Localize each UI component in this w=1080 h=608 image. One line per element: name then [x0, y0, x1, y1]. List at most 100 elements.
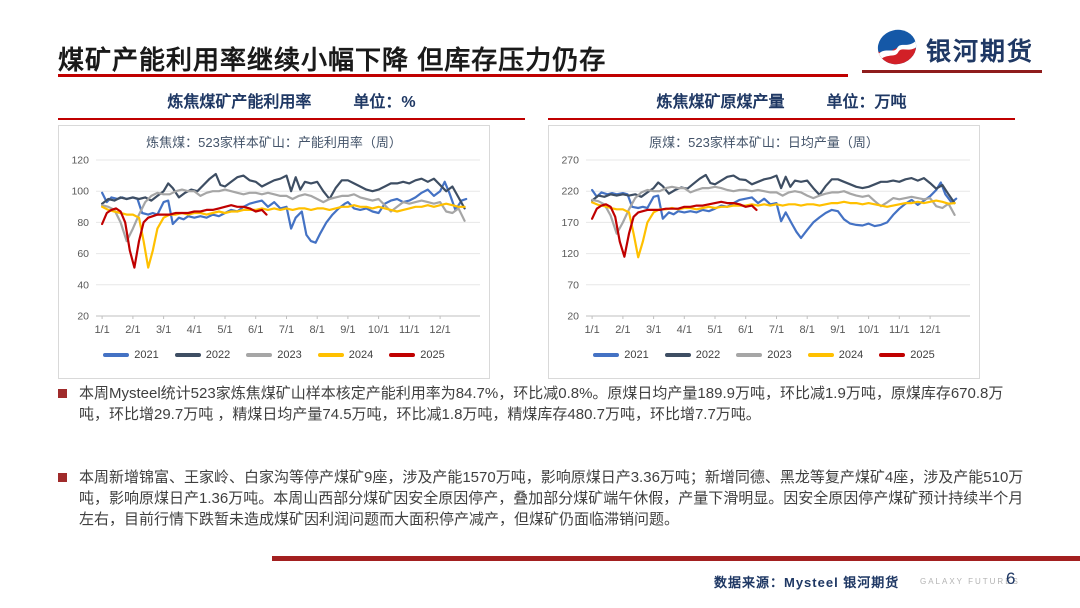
chart-card-utilization: 炼焦煤：523家样本矿山：产能利用率（周） 20 40 60 80 100 120 1/1 2… — [58, 125, 490, 379]
svg-text:2/1: 2/1 — [615, 324, 630, 336]
line-chart-output: 20 70 120 170 220 270 1/1 2/1 3/1 4/1 5/1 6/1 7/1 8/1… — [561, 155, 970, 336]
legend-label: 2025 — [420, 349, 445, 361]
legend-item-2024: 2024 — [807, 349, 864, 361]
data-source: 数据来源：Mysteel 银河期货 — [714, 575, 900, 590]
section-underline — [548, 118, 1015, 120]
chart-title-utilization: 炼焦煤：523家样本矿山：产能利用率（周） — [146, 135, 402, 150]
legend-swatch-icon — [103, 353, 130, 357]
series-line-2022 — [100, 172, 466, 210]
legend-swatch-icon — [664, 353, 691, 357]
series-line-2023 — [590, 185, 956, 235]
title-underline — [58, 74, 848, 77]
bullet-item: 本周Mysteel统计523家炼焦煤矿山样本核定产能利用率为84.7%，环比减0… — [58, 383, 1024, 425]
legend-label: 2025 — [910, 349, 935, 361]
page-number: 6 — [1006, 569, 1016, 588]
series-line-2023 — [100, 188, 466, 243]
svg-text:5/1: 5/1 — [707, 324, 722, 336]
legend-label: 2022 — [205, 349, 231, 361]
legend-label: 2024 — [348, 349, 374, 361]
bullet-text-mine-changes: 本周新增锦富、王家岭、白家沟等停产煤矿9座，涉及产能1570万吨，影响原煤日产3… — [79, 469, 1024, 528]
series-line-2021 — [590, 181, 958, 240]
legend-item-2021: 2021 — [103, 349, 159, 361]
svg-text:40: 40 — [77, 279, 89, 291]
legend-swatch-icon — [317, 353, 344, 357]
legend-item-2023: 2023 — [736, 349, 792, 361]
svg-text:12/1: 12/1 — [919, 324, 940, 336]
svg-text:11/1: 11/1 — [399, 324, 420, 336]
svg-text:9/1: 9/1 — [830, 324, 845, 336]
svg-text:120: 120 — [561, 248, 579, 260]
legend-item-2022: 2022 — [664, 349, 721, 361]
legend-item-2025: 2025 — [879, 349, 935, 361]
svg-text:12/1: 12/1 — [429, 324, 450, 336]
svg-text:7/1: 7/1 — [769, 324, 784, 336]
section-title-utilization: 炼焦煤矿产能利用率 — [167, 94, 312, 111]
chart-legend: 2021 2022 2023 2024 2025 — [59, 342, 489, 368]
legend-label: 2023 — [767, 349, 792, 361]
svg-text:2/1: 2/1 — [125, 324, 140, 336]
svg-text:1/1: 1/1 — [94, 324, 109, 336]
legend-swatch-icon — [174, 353, 201, 357]
svg-text:20: 20 — [77, 311, 89, 323]
svg-text:6/1: 6/1 — [248, 324, 263, 336]
page-title: 煤矿产能利用率继续小幅下降 但库存压力仍存 — [58, 45, 607, 75]
galaxy-swirl-icon — [874, 25, 920, 73]
bullet-square-icon — [58, 389, 67, 398]
legend-item-2022: 2022 — [174, 349, 231, 361]
series-line-2024 — [590, 199, 956, 259]
svg-text:60: 60 — [77, 248, 89, 260]
legend-label: 2024 — [838, 349, 864, 361]
section-unit-utilization: 单位：% — [353, 94, 416, 111]
section-underline — [58, 118, 525, 120]
chart-column-output: 炼焦煤矿原煤产量 单位：万吨 原煤：523家样本矿山：日均产量（周） 20 70 1… — [548, 88, 1015, 379]
svg-text:20: 20 — [567, 311, 579, 323]
section-unit-output: 单位：万吨 — [826, 94, 907, 111]
svg-text:9/1: 9/1 — [340, 324, 355, 336]
legend-item-2024: 2024 — [317, 349, 374, 361]
legend-swatch-icon — [736, 353, 763, 357]
legend-swatch-icon — [807, 353, 834, 357]
svg-text:120: 120 — [71, 155, 89, 167]
legend-swatch-icon — [879, 353, 906, 357]
svg-text:10/1: 10/1 — [368, 324, 389, 336]
svg-text:10/1: 10/1 — [858, 324, 879, 336]
logo-text: 银河期货 — [926, 37, 1035, 66]
svg-text:4/1: 4/1 — [187, 324, 202, 336]
logo-underline — [862, 70, 1042, 73]
svg-text:8/1: 8/1 — [800, 324, 815, 336]
legend-item-2023: 2023 — [246, 349, 302, 361]
svg-text:8/1: 8/1 — [310, 324, 325, 336]
section-title-output: 炼焦煤矿原煤产量 — [656, 94, 785, 111]
svg-text:3/1: 3/1 — [646, 324, 661, 336]
legend-item-2021: 2021 — [593, 349, 649, 361]
svg-text:220: 220 — [561, 186, 579, 198]
chart-column-utilization: 炼焦煤矿产能利用率 单位：% 炼焦煤：523家样本矿山：产能利用率（周） 20 4… — [58, 88, 525, 379]
svg-text:4/1: 4/1 — [677, 324, 692, 336]
svg-text:70: 70 — [567, 279, 579, 291]
svg-text:3/1: 3/1 — [156, 324, 171, 336]
legend-swatch-icon — [593, 353, 620, 357]
svg-text:270: 270 — [561, 155, 579, 167]
series-line-2024 — [100, 202, 466, 269]
legend-swatch-icon — [246, 353, 273, 357]
legend-label: 2023 — [277, 349, 302, 361]
legend-swatch-icon — [389, 353, 416, 357]
bullet-square-icon — [58, 473, 67, 482]
company-logo: 银河期货 — [874, 25, 1035, 73]
chart-card-output: 原煤：523家样本矿山：日均产量（周） 20 70 120 170 220 270 1/1 2… — [548, 125, 980, 379]
footer-accent-bar — [272, 556, 1080, 561]
series-line-2022 — [590, 173, 956, 205]
bullet-text-weekly-stats: 本周Mysteel统计523家炼焦煤矿山样本核定产能利用率为84.7%，环比减0… — [79, 385, 1004, 423]
bullet-item: 本周新增锦富、王家岭、白家沟等停产煤矿9座，涉及产能1570万吨，影响原煤日产3… — [58, 467, 1024, 530]
svg-text:80: 80 — [77, 217, 89, 229]
legend-item-2025: 2025 — [389, 349, 445, 361]
chart-title-output: 原煤：523家样本矿山：日均产量（周） — [649, 135, 879, 150]
svg-text:6/1: 6/1 — [738, 324, 753, 336]
chart-legend: 2021 2022 2023 2024 2025 — [549, 342, 979, 368]
legend-label: 2021 — [134, 349, 159, 361]
svg-text:5/1: 5/1 — [217, 324, 232, 336]
series-line-2025 — [590, 200, 758, 258]
legend-label: 2022 — [695, 349, 721, 361]
legend-label: 2021 — [624, 349, 649, 361]
